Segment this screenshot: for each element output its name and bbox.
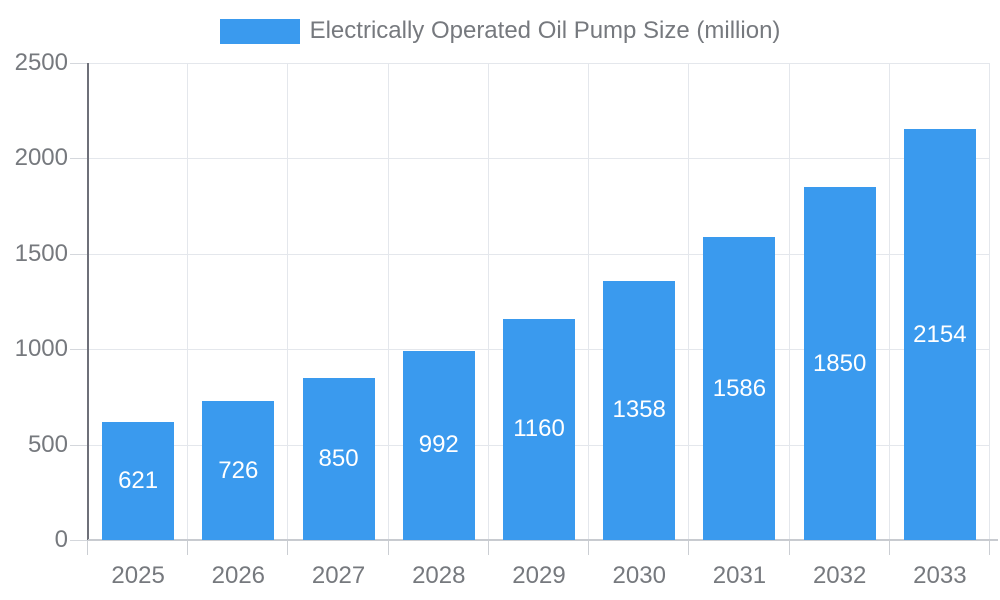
y-tick-label: 2500 [14, 49, 68, 76]
x-axis-tick [487, 540, 489, 555]
y-tick-label: 1000 [14, 335, 68, 363]
bar[interactable]: 1160 [503, 318, 575, 540]
bar-value-label: 850 [318, 444, 359, 472]
y-tick-label: 0 [54, 526, 68, 553]
x-axis-tick [588, 540, 590, 555]
x-axis-tick [387, 540, 389, 555]
bar-value-label: 1586 [712, 374, 767, 402]
bar[interactable]: 1850 [803, 187, 876, 540]
x-axis-tick [989, 540, 990, 555]
bar-value-label: 2154 [913, 320, 967, 348]
bar-value-label: 621 [118, 466, 159, 494]
x-tick-label: 2032 [812, 562, 867, 589]
legend-item[interactable]: Electrically Operated Oil Pump Size (mil… [0, 17, 1000, 45]
y-axis-tick [70, 540, 88, 541]
y-axis-tick [70, 349, 88, 351]
x-tick-label: 2026 [211, 562, 266, 589]
bar-value-label: 992 [418, 431, 459, 459]
bar[interactable]: 1358 [603, 280, 676, 540]
x-axis-tick [287, 540, 289, 555]
y-tick-label: 1500 [14, 239, 68, 267]
category-gridline [588, 63, 590, 540]
gridline [88, 253, 990, 255]
bar-value-label: 1160 [513, 415, 565, 443]
legend-label: Electrically Operated Oil Pump Size (mil… [309, 17, 781, 44]
bar-value-label: 1358 [612, 396, 666, 424]
bar[interactable]: 2154 [903, 129, 976, 540]
x-tick-label: 2028 [412, 562, 466, 589]
y-tick-label: 2000 [14, 144, 68, 172]
category-gridline [688, 63, 690, 540]
x-axis-tick [688, 540, 690, 555]
x-tick-label: 2033 [913, 562, 967, 589]
category-gridline [989, 63, 990, 540]
y-axis-tick [70, 444, 88, 446]
x-tick-label: 2025 [111, 562, 165, 589]
x-axis-line [88, 539, 998, 541]
x-axis-tick [187, 540, 189, 555]
x-tick-label: 2029 [512, 562, 566, 589]
x-axis-tick [888, 540, 890, 555]
x-tick-label: 2031 [712, 562, 767, 589]
legend-swatch [219, 18, 300, 44]
x-axis-tick [788, 540, 790, 555]
category-gridline [788, 63, 790, 540]
bar[interactable]: 1586 [703, 237, 776, 540]
x-tick-label: 2027 [311, 562, 366, 589]
y-axis-tick [70, 158, 88, 160]
y-axis-line [87, 63, 89, 540]
category-gridline [487, 63, 489, 540]
category-gridline [187, 63, 189, 540]
bar-value-label: 1850 [812, 349, 867, 377]
bar[interactable]: 621 [102, 421, 175, 540]
category-gridline [888, 63, 890, 540]
x-tick-label: 2030 [612, 562, 666, 589]
bar[interactable]: 992 [402, 350, 475, 540]
category-gridline [387, 63, 389, 540]
y-tick-label: 500 [27, 430, 68, 458]
plot-area: 0 500 1000 1500 2000 2500 621 2025 726 2026 850 202… [15, 49, 998, 589]
bar[interactable]: 850 [302, 377, 375, 540]
y-axis-tick [70, 253, 88, 255]
gridline [88, 63, 990, 64]
bar[interactable]: 726 [202, 401, 275, 540]
y-axis-tick [70, 63, 88, 64]
bar-value-label: 726 [218, 456, 259, 484]
category-gridline [287, 63, 289, 540]
gridline [88, 158, 990, 160]
x-axis-tick [87, 540, 88, 555]
